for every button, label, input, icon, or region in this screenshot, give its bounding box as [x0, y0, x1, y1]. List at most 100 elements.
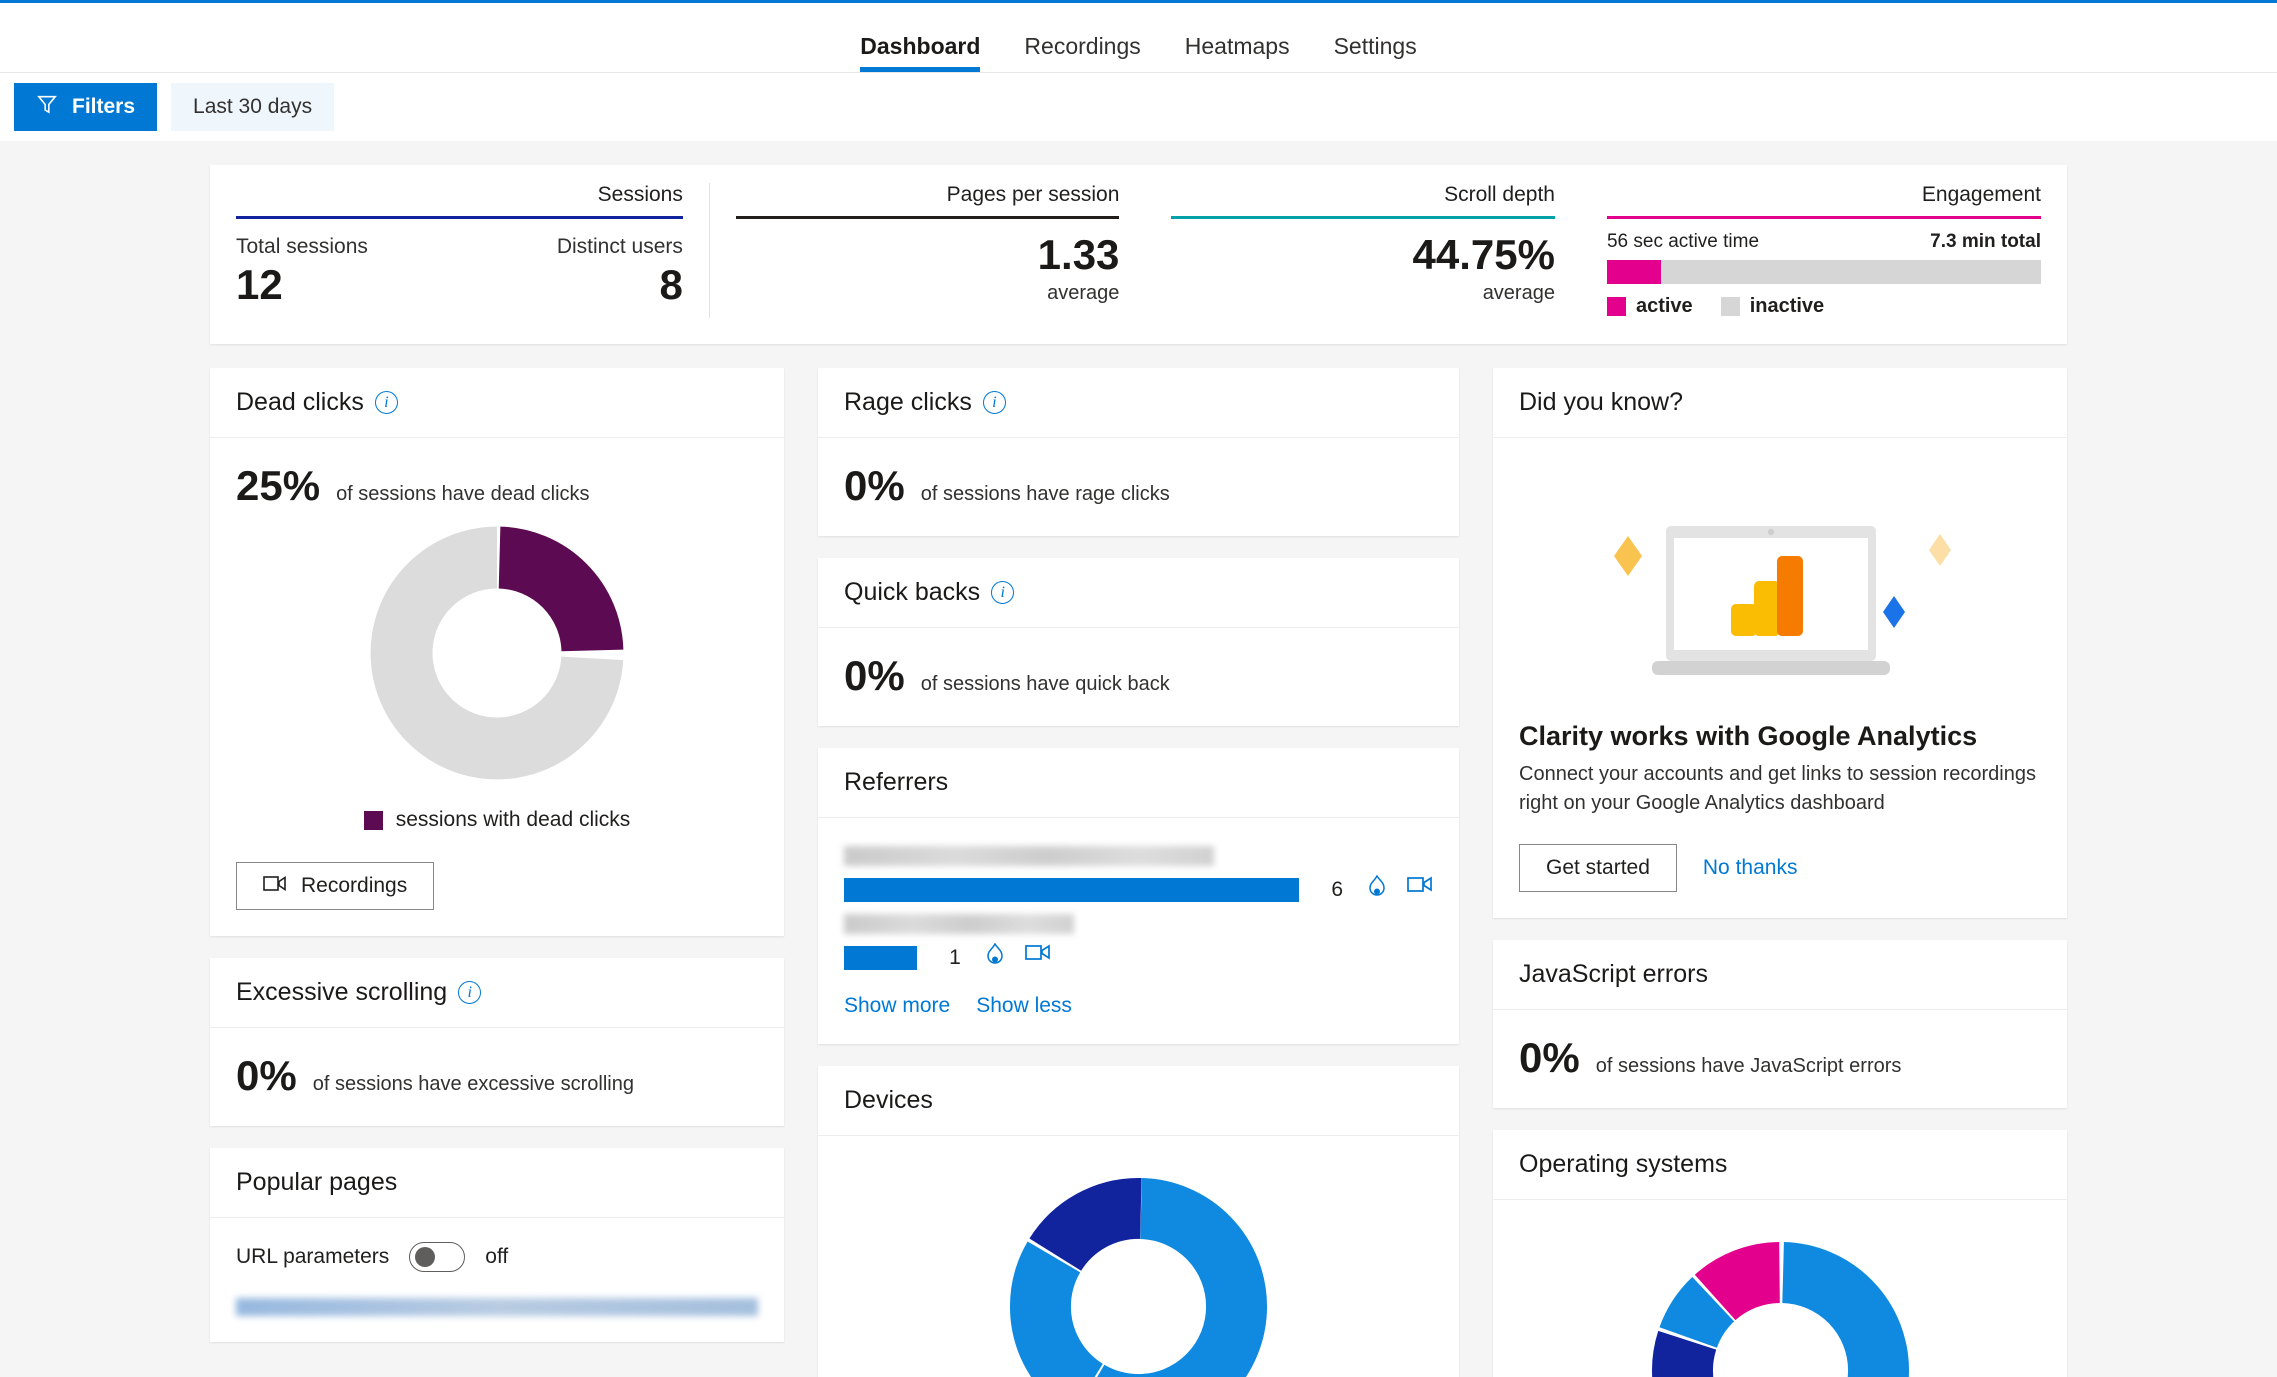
video-camera-icon: [263, 874, 287, 898]
total-sessions-label: Total sessions: [236, 235, 368, 258]
dead-clicks-percent: 25%: [236, 462, 321, 509]
dead-clicks-recordings-label: Recordings: [301, 874, 408, 897]
engagement-bar-fill: [1606, 260, 1662, 284]
url-parameters-state: off: [485, 1245, 509, 1268]
card-referrers: Referrers 6: [818, 748, 1459, 1044]
metric-pps-value: 1.33: [1037, 231, 1120, 278]
dead-clicks-title: Dead clicks: [236, 388, 364, 416]
dead-clicks-legend-swatch: [363, 810, 383, 830]
engagement-inactive-swatch: [1720, 297, 1740, 316]
right-column: Did you know?: [1493, 368, 2067, 1377]
referrer-count: 1: [949, 945, 961, 969]
card-quick-backs: Quick backs i 0% of sessions have quick …: [818, 558, 1459, 726]
google-analytics-laptop-illustration: [1519, 462, 2041, 707]
popular-pages-title: Popular pages: [236, 1168, 398, 1196]
javascript-errors-percent: 0%: [1519, 1034, 1580, 1081]
metric-pps-sub: average: [1047, 281, 1120, 304]
rage-clicks-title: Rage clicks: [844, 388, 972, 416]
metric-scroll-sub: average: [1482, 281, 1555, 304]
flame-icon[interactable]: [1367, 874, 1387, 904]
filter-toolbar: Filters Last 30 days: [0, 72, 2277, 141]
tab-settings[interactable]: Settings: [1333, 33, 1417, 59]
quick-backs-percent: 0%: [844, 652, 905, 699]
card-rage-clicks: Rage clicks i 0% of sessions have rage c…: [818, 368, 1459, 536]
popular-page-url-redacted: [236, 1298, 758, 1316]
video-camera-icon[interactable]: [1024, 943, 1051, 972]
middle-column: Rage clicks i 0% of sessions have rage c…: [818, 368, 1459, 1377]
main-nav: Dashboard Recordings Heatmaps Settings: [860, 33, 1417, 72]
operating-systems-donut: [1519, 1238, 2041, 1377]
no-thanks-link[interactable]: No thanks: [1702, 856, 1798, 879]
engagement-bar-track: [1606, 260, 2041, 284]
show-less-link[interactable]: Show less: [976, 994, 1072, 1017]
javascript-errors-title: JavaScript errors: [1519, 960, 1708, 988]
info-icon[interactable]: i: [458, 981, 482, 1004]
excessive-scrolling-title: Excessive scrolling: [236, 978, 448, 1006]
metric-scroll-rule: [1171, 216, 1555, 219]
excessive-scrolling-description: of sessions have excessive scrolling: [312, 1073, 634, 1095]
date-range-button[interactable]: Last 30 days: [171, 83, 335, 131]
show-more-link[interactable]: Show more: [844, 994, 951, 1017]
quick-backs-description: of sessions have quick back: [920, 673, 1170, 695]
did-you-know-description: Connect your accounts and get links to s…: [1519, 763, 2036, 814]
top-metrics-strip: Sessions Total sessions 12 Distinct user…: [210, 165, 2067, 344]
referrer-bar: [844, 877, 1299, 902]
engagement-inactive-label: inactive: [1749, 295, 1825, 317]
flame-icon[interactable]: [985, 942, 1005, 972]
metric-scroll-title: Scroll depth: [1444, 183, 1555, 206]
url-parameters-label: URL parameters: [236, 1245, 390, 1268]
dead-clicks-legend-label: sessions with dead clicks: [395, 808, 631, 831]
referrer-bar: [844, 945, 917, 970]
engagement-active-swatch: [1606, 297, 1626, 316]
top-navigation-bar: Dashboard Recordings Heatmaps Settings: [0, 0, 2277, 72]
referrer-count: 6: [1331, 877, 1343, 901]
referrer-row: 1: [844, 914, 1433, 972]
card-javascript-errors: JavaScript errors 0% of sessions have Ja…: [1493, 940, 2067, 1108]
tab-recordings[interactable]: Recordings: [1024, 33, 1141, 59]
metric-scroll-depth: Scroll depth 44.75% average: [1145, 183, 1581, 318]
metric-engagement: Engagement 56 sec active time 7.3 min to…: [1581, 183, 2067, 318]
operating-systems-title: Operating systems: [1519, 1150, 1728, 1178]
left-column: Dead clicks i 25% of sessions have dead …: [210, 368, 784, 1342]
dead-clicks-donut: [236, 524, 758, 782]
card-excessive-scrolling: Excessive scrolling i 0% of sessions hav…: [210, 958, 784, 1126]
card-operating-systems: Operating systems: [1493, 1130, 2067, 1377]
dashboard-columns: Dead clicks i 25% of sessions have dead …: [210, 368, 2067, 1377]
get-started-button[interactable]: Get started: [1519, 844, 1677, 892]
metric-sessions-rule: [236, 216, 683, 219]
url-parameters-toggle[interactable]: [409, 1242, 466, 1272]
referrer-row: 6: [844, 846, 1433, 904]
dead-clicks-recordings-button[interactable]: Recordings: [236, 862, 435, 910]
filters-button-label: Filters: [72, 95, 136, 118]
total-sessions-value: 12: [236, 261, 283, 308]
card-dead-clicks: Dead clicks i 25% of sessions have dead …: [210, 368, 784, 936]
card-popular-pages: Popular pages URL parameters off: [210, 1148, 784, 1342]
engagement-active-time: 56 sec active time: [1606, 231, 1760, 252]
distinct-users-label: Distinct users: [556, 235, 683, 258]
info-icon[interactable]: i: [982, 391, 1006, 414]
did-you-know-headline: Clarity works with Google Analytics: [1519, 721, 1978, 751]
info-icon[interactable]: i: [374, 391, 398, 414]
engagement-total-time: 7.3 min total: [1930, 231, 2041, 252]
referrer-url-redacted: [844, 846, 1214, 866]
engagement-active-label: active: [1635, 295, 1693, 317]
rage-clicks-description: of sessions have rage clicks: [920, 483, 1170, 505]
metric-pages-per-session: Pages per session 1.33 average: [710, 183, 1146, 318]
tab-heatmaps[interactable]: Heatmaps: [1184, 33, 1290, 59]
metric-sessions-title: Sessions: [597, 183, 683, 206]
card-devices: Devices: [818, 1066, 1459, 1377]
distinct-users-value: 8: [659, 261, 683, 308]
did-you-know-title: Did you know?: [1519, 388, 1683, 416]
metric-sessions: Sessions Total sessions 12 Distinct user…: [210, 183, 710, 318]
info-icon[interactable]: i: [991, 581, 1015, 604]
excessive-scrolling-percent: 0%: [236, 1052, 297, 1099]
card-did-you-know: Did you know?: [1493, 368, 2067, 918]
referrers-title: Referrers: [844, 768, 949, 796]
dead-clicks-description: of sessions have dead clicks: [336, 483, 590, 505]
video-camera-icon[interactable]: [1407, 875, 1433, 904]
javascript-errors-description: of sessions have JavaScript errors: [1595, 1055, 1902, 1077]
devices-title: Devices: [844, 1086, 933, 1114]
metric-pps-rule: [735, 216, 1120, 219]
filters-button[interactable]: Filters: [14, 83, 158, 131]
tab-dashboard[interactable]: Dashboard: [860, 35, 981, 72]
